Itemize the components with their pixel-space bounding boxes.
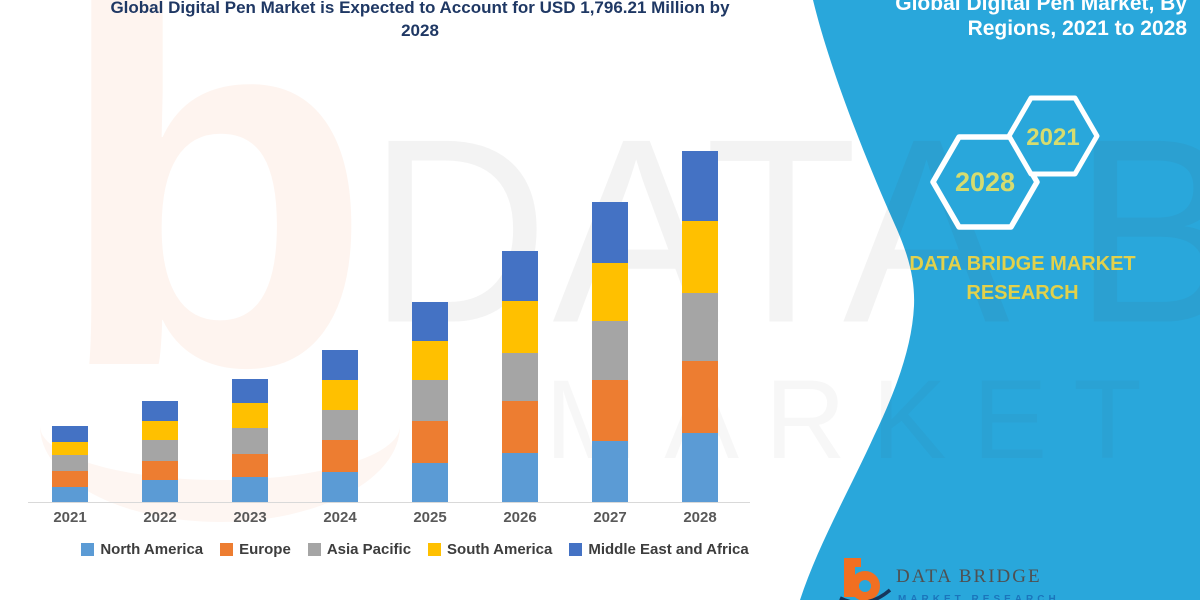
bar-segment (682, 361, 718, 433)
legend-swatch (428, 543, 442, 556)
x-axis-label: 2023 (233, 509, 267, 526)
chart-title: Global Digital Pen Market is Expected to… (0, 0, 840, 42)
stacked-bar-2024 (322, 349, 358, 502)
bar-segment (592, 380, 628, 441)
hexagon-2028-label: 2028 (955, 167, 1015, 197)
bar-segment (592, 201, 628, 263)
data-bridge-logo-icon (839, 558, 892, 600)
bar-segment (682, 150, 718, 221)
legend-swatch (81, 543, 95, 556)
bar-segment (412, 301, 448, 341)
bar-segment (412, 340, 448, 380)
bar-chart-plot (52, 150, 718, 502)
legend-swatch (220, 543, 234, 556)
bar-segment (322, 349, 358, 380)
bar-segment (142, 440, 178, 461)
bar-segment (52, 470, 88, 487)
bar-segment (52, 454, 88, 471)
legend-label: Europe (239, 541, 291, 558)
bar-segment (412, 420, 448, 463)
chart-title-line1: Global Digital Pen Market is Expected to… (110, 0, 730, 17)
bar-segment (142, 460, 178, 480)
brand-text: DATA BRIDGE MARKET RESEARCH (845, 250, 1200, 308)
legend-label: Middle East and Africa (588, 541, 749, 558)
bar-segment (322, 379, 358, 410)
bar-segment (52, 441, 88, 455)
legend-item: South America (428, 541, 552, 558)
legend-item: North America (81, 541, 203, 558)
stacked-bar-2022 (142, 401, 178, 502)
bar-segment (592, 262, 628, 321)
legend-item: Asia Pacific (307, 541, 412, 558)
footer-logo-subtext: MARKET RESEARCH (898, 594, 1060, 600)
x-axis-label: 2026 (503, 509, 537, 526)
bar-segment (232, 402, 268, 428)
chart-legend: North America Europe Asia Pacific South Ame… (0, 541, 830, 558)
x-axis-label: 2022 (143, 509, 177, 526)
x-axis-labels: 2021 2022 2023 2024 2025 2026 2027 2028 (0, 509, 830, 533)
brand-text-line1: DATA BRIDGE MARKET (909, 253, 1136, 275)
bar-segment (412, 462, 448, 502)
bar-segment (322, 471, 358, 502)
panel-heading-line1: Global Digital Pen Market, By (895, 0, 1187, 15)
bar-segment (502, 300, 538, 353)
bar-segment (592, 441, 628, 502)
bar-segment (502, 352, 538, 401)
bar-segment (232, 477, 268, 502)
bar-segment (412, 379, 448, 421)
legend-item: Europe (220, 541, 291, 558)
x-axis-label: 2025 (413, 509, 447, 526)
hexagon-2028 (930, 134, 1040, 230)
legend-swatch (569, 543, 583, 556)
bar-segment (232, 378, 268, 403)
footer-logo: DATA BRIDGE MARKET RESEARCH (838, 556, 1098, 600)
x-axis-line (28, 502, 750, 503)
bar-segment (682, 221, 718, 293)
hexagon-2021 (1006, 95, 1100, 177)
stacked-bar-2027 (592, 201, 628, 502)
brand-text-line2: RESEARCH (966, 282, 1079, 304)
legend-label: Asia Pacific (326, 541, 412, 558)
bar-segment (682, 433, 718, 502)
year-hexagons: 2028 2021 (930, 95, 1100, 230)
bar-segment (142, 479, 178, 502)
bar-segment (502, 452, 538, 502)
legend-swatch (307, 543, 321, 556)
hexagon-2021-label: 2021 (1026, 124, 1079, 151)
x-axis-label: 2027 (593, 509, 627, 526)
bar-segment (592, 321, 628, 380)
legend-item: Middle East and Africa (569, 541, 749, 558)
bar-segment (502, 400, 538, 453)
bar-segment (142, 401, 178, 422)
bar-segment (142, 421, 178, 441)
bar-segment (52, 425, 88, 442)
footer-logo-name: DATA BRIDGE (896, 566, 1042, 587)
stacked-bar-2021 (52, 425, 88, 502)
bar-segment (322, 439, 358, 472)
bar-segment (232, 427, 268, 454)
panel-heading-line2: Regions, 2021 to 2028 (967, 17, 1187, 40)
x-axis-label: 2021 (53, 509, 87, 526)
stacked-bar-2026 (502, 250, 538, 502)
bar-segment (502, 250, 538, 301)
stacked-bar-2025 (412, 301, 448, 502)
legend-label: North America (100, 541, 204, 558)
bar-segment (232, 453, 268, 477)
legend-label: South America (447, 541, 553, 558)
stacked-bar-2028 (682, 150, 718, 502)
bar-segment (682, 293, 718, 361)
x-axis-label: 2028 (683, 509, 717, 526)
bar-segment (322, 409, 358, 440)
panel-heading: Global Digital Pen Market, By Regions, 2… (767, 0, 1187, 41)
chart-title-line2: 2028 (401, 21, 439, 40)
x-axis-label: 2024 (323, 509, 357, 526)
bar-segment (52, 486, 88, 502)
stacked-bar-2023 (232, 378, 268, 502)
